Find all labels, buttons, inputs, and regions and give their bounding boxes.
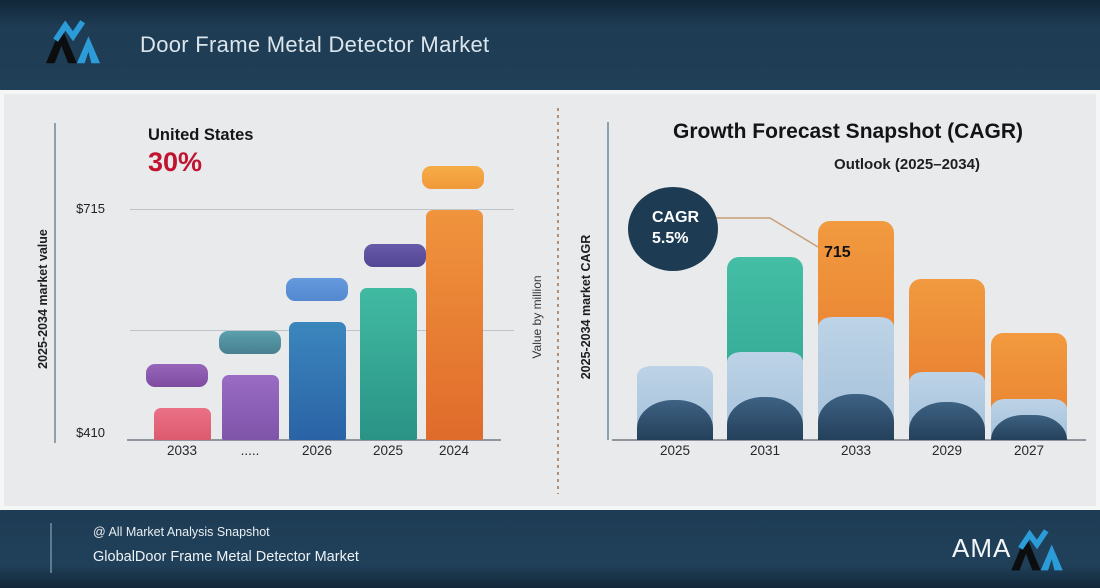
- ama-logo-icon: [45, 20, 101, 64]
- right-bar-base-2033: [818, 394, 894, 440]
- left-chart-heading: United States: [148, 126, 254, 144]
- left-right-side-label: Value by million: [530, 275, 544, 359]
- right-chart-subtitle: Outlook (2025–2034): [834, 156, 980, 173]
- cagr-badge: CAGR 5.5%: [628, 187, 718, 271]
- footer-title: GlobalDoor Frame Metal Detector Market: [93, 549, 359, 565]
- gridline-715: [130, 209, 514, 210]
- footer-band: [0, 510, 1100, 588]
- left-y-tick-410: $410: [76, 425, 105, 440]
- left-x-label-dots: .....: [240, 443, 260, 458]
- left-bar-cap-2026: [286, 278, 348, 302]
- panel-divider-dashed-line: [557, 108, 559, 494]
- cagr-badge-value: 5.5%: [652, 230, 689, 247]
- right-x-label-2033: 2033: [840, 443, 872, 458]
- left-bar-cap-.....: [219, 331, 281, 355]
- right-y-axis-label: 2025-2034 market CAGR: [579, 234, 593, 380]
- left-bar-2025: [359, 287, 417, 440]
- footer-brand-text: AMA: [952, 533, 1012, 563]
- footer-divider-line: [50, 523, 52, 573]
- left-bar-.....: [221, 375, 279, 440]
- right-x-label-2029: 2029: [931, 443, 963, 458]
- left-y-tick-715: $715: [76, 201, 105, 216]
- left-bar-cap-2033: [146, 364, 208, 388]
- right-bar-base-2025: [637, 399, 713, 440]
- left-bar-cap-2024: [422, 166, 484, 189]
- right-chart-title: Growth Forecast Snapshot (CAGR): [672, 120, 1024, 143]
- right-x-label-2025: 2025: [659, 443, 691, 458]
- left-chart-highlight-value: 30%: [148, 147, 203, 177]
- page-title: Door Frame Metal Detector Market: [140, 32, 490, 57]
- left-bar-cap-2025: [364, 243, 426, 267]
- right-y-axis-line: [607, 122, 609, 440]
- left-x-label-2024: 2024: [438, 443, 470, 458]
- left-bar-2024: [425, 210, 483, 440]
- left-x-label-2033: 2033: [166, 443, 198, 458]
- left-bar-2033: [153, 408, 211, 440]
- right-x-label-2031: 2031: [749, 443, 781, 458]
- callout-value-715: 715: [824, 244, 851, 261]
- left-y-axis-label: 2025-2034 market value: [36, 229, 50, 369]
- cagr-badge-label: CAGR: [652, 209, 700, 227]
- footer-ama-logo-icon: [1011, 529, 1063, 571]
- left-x-label-2026: 2026: [301, 443, 333, 458]
- left-x-label-2025: 2025: [372, 443, 404, 458]
- left-bar-2026: [288, 322, 346, 440]
- right-bar-base-2031: [727, 397, 803, 440]
- footer-note: @ All Market Analysis Snapshot: [93, 525, 270, 539]
- header-band: Door Frame Metal Detector Market: [0, 0, 1100, 90]
- right-x-label-2027: 2027: [1013, 443, 1045, 458]
- left-y-axis-line: [54, 123, 56, 443]
- content-area: [0, 90, 1100, 510]
- right-bar-base-2029: [909, 402, 985, 440]
